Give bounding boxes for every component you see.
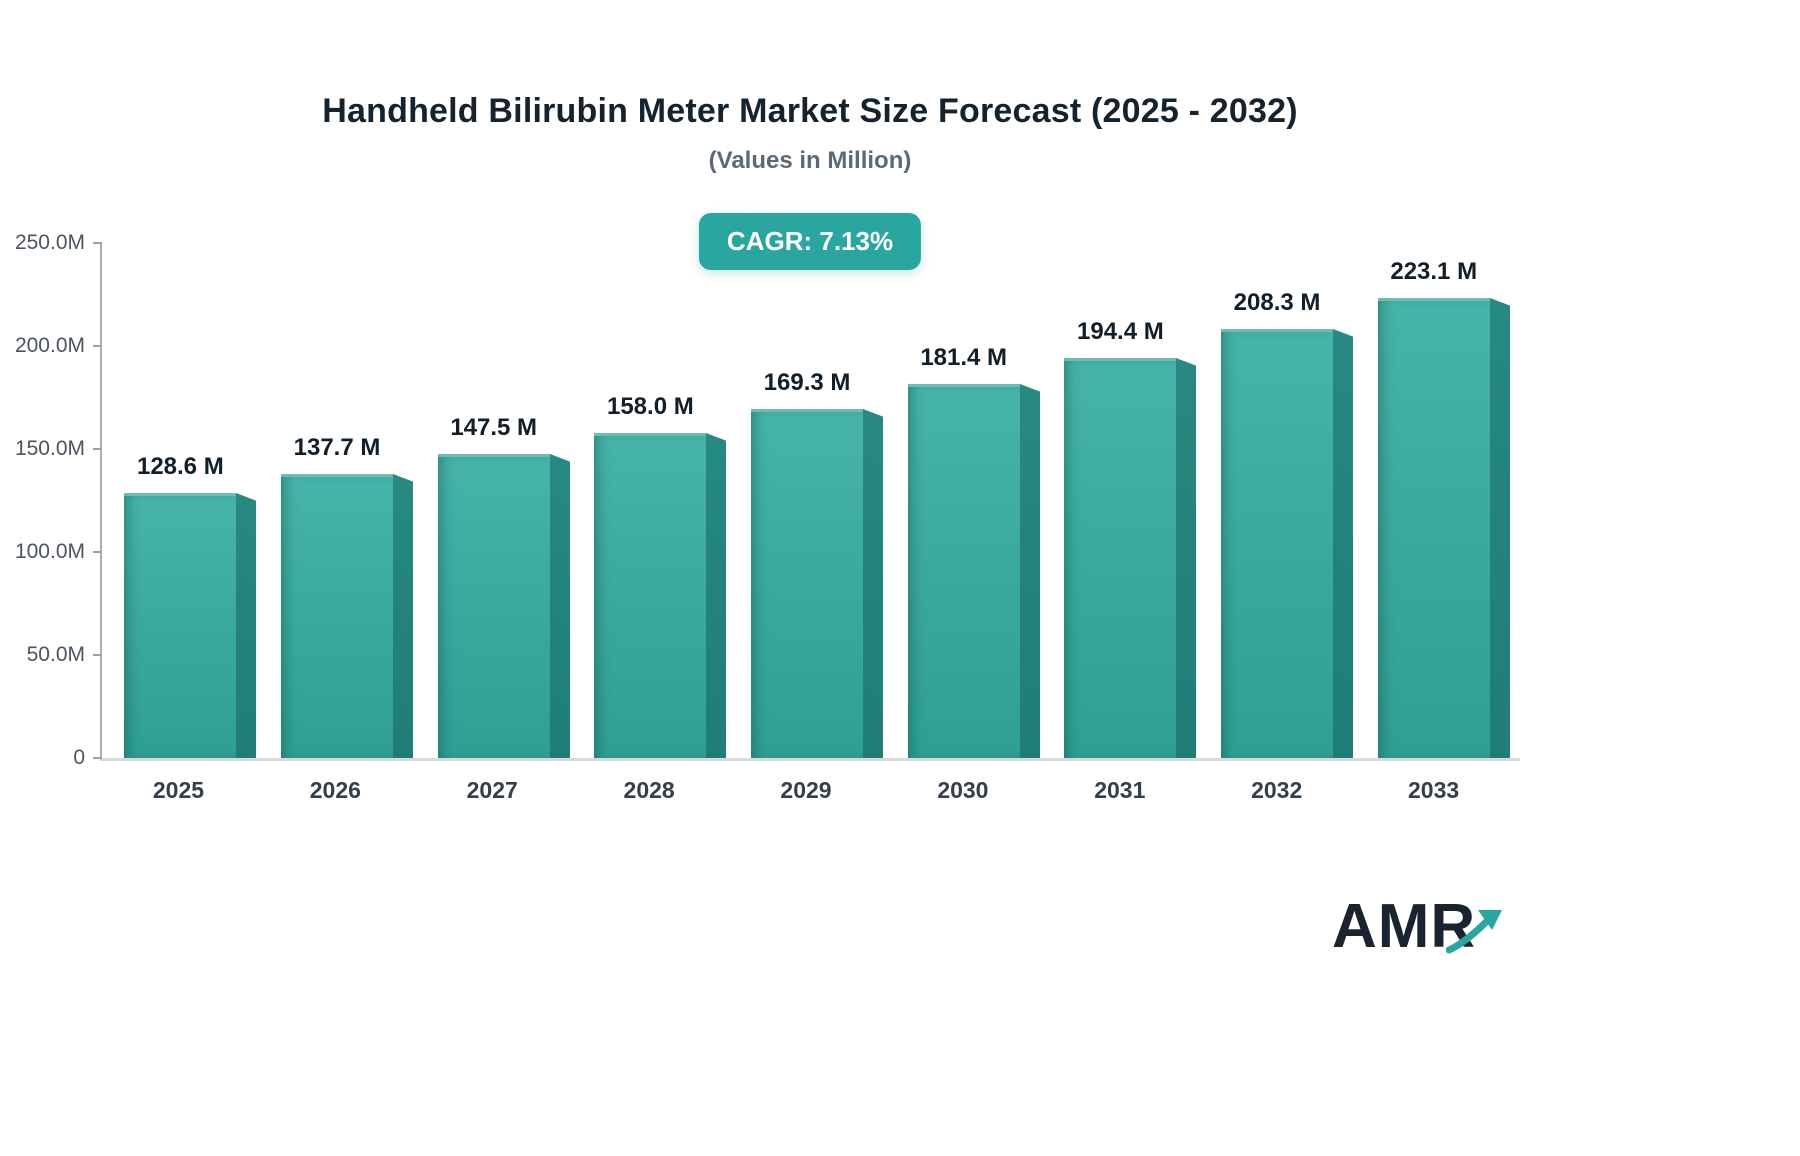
x-tick-label: 2028 [623, 777, 675, 803]
bar-value-label: 158.0 M [606, 392, 694, 420]
bar-side-face [393, 474, 413, 758]
bar [1064, 357, 1197, 758]
bar-group: 208.3 M [1199, 243, 1356, 758]
bar-group: 169.3 M [729, 243, 886, 758]
bar-value-label: 194.4 M [1077, 317, 1164, 345]
cagr-badge: CAGR: 7.13% [698, 213, 922, 270]
bar-value-label: 181.4 M [920, 344, 1008, 372]
chart-subtitle: (Values in Million) [708, 147, 912, 174]
bar-group: 223.1 M [1355, 243, 1512, 758]
x-tick-label: 2031 [1094, 777, 1146, 803]
amr-logo: AMR [1332, 896, 1504, 958]
bar [907, 384, 1040, 758]
x-tick-label: 2025 [152, 777, 205, 803]
bar-front-face [1064, 357, 1177, 758]
bar-front-face [1377, 298, 1490, 758]
bar-side-face [863, 409, 884, 758]
bar-chart: CAGR: 7.13% 250.0M 200.0M 150.0M 100.0M 50.0… [0, 213, 1520, 804]
x-tick-label: 2032 [1251, 777, 1303, 803]
x-tick-label: 2029 [780, 777, 832, 803]
bar-front-face [1221, 328, 1334, 758]
bar-side-face [1176, 357, 1197, 758]
bar-front-face [124, 493, 237, 758]
bar-front-face [751, 409, 864, 758]
bar-value-label: 208.3 M [1233, 288, 1321, 316]
bar-group: 158.0 M [572, 243, 729, 758]
y-tick-mark [93, 757, 102, 759]
bar [1377, 298, 1510, 758]
x-tick-label: 2026 [309, 777, 361, 803]
bar-group: 128.6 M [102, 243, 259, 758]
bar-front-face [281, 474, 393, 758]
y-tick-mark [93, 345, 102, 347]
y-tick-mark [93, 242, 102, 244]
bars-container: 128.6 M 137.7 M 147.5 M 158.0 M 169.3 M 181.4… [102, 243, 1520, 758]
bar [124, 493, 257, 758]
bar-side-face [706, 432, 727, 758]
bar-side-face [1333, 328, 1354, 758]
y-tick-label: 200.0M [15, 334, 102, 358]
y-tick-mark [93, 654, 102, 656]
bar [594, 432, 727, 758]
bar [751, 409, 884, 758]
bar-front-face [907, 384, 1020, 758]
bar-group: 147.5 M [415, 243, 572, 758]
bar-value-label: 128.6 M [136, 453, 224, 481]
chart-title: Handheld Bilirubin Meter Market Size For… [322, 92, 1298, 130]
bar-front-face [437, 454, 550, 758]
y-tick-label: 250.0M [15, 231, 102, 255]
y-tick-label: 150.0M [15, 437, 102, 461]
bar [437, 454, 570, 758]
bar-side-face [1489, 298, 1510, 758]
bar-value-label: 137.7 M [293, 434, 381, 462]
y-tick-label: 100.0M [15, 540, 102, 564]
bar-group: 137.7 M [259, 243, 416, 758]
bar-group: 181.4 M [885, 243, 1042, 758]
x-tick-label: 2033 [1407, 777, 1460, 803]
bar-side-face [549, 454, 570, 758]
bar-value-label: 223.1 M [1390, 258, 1478, 286]
logo-arrow-icon [1446, 910, 1503, 954]
x-tick-label: 2027 [466, 777, 518, 803]
y-tick-mark [93, 551, 102, 553]
bar-side-face [236, 493, 257, 758]
chart-page: Handheld Bilirubin Meter Market Size For… [0, 92, 1520, 958]
y-tick-label: 0 [73, 746, 102, 770]
bar-value-label: 147.5 M [450, 414, 538, 442]
bar-front-face [594, 432, 707, 758]
x-tick-label: 2030 [937, 777, 989, 803]
bar-group: 194.4 M [1042, 243, 1199, 758]
plot-area: 250.0M 200.0M 150.0M 100.0M 50.0M 0 128.6 M 13… [15, 231, 1520, 769]
bar [1221, 328, 1354, 758]
y-tick-label: 50.0M [27, 643, 102, 667]
bar-side-face [1019, 384, 1040, 758]
bar-value-label: 169.3 M [763, 369, 851, 397]
x-axis-labels: 2025 2026 2027 2028 2029 2030 2031 2032 2033 [100, 777, 1520, 804]
bar [281, 474, 413, 758]
y-tick-mark [93, 448, 102, 450]
